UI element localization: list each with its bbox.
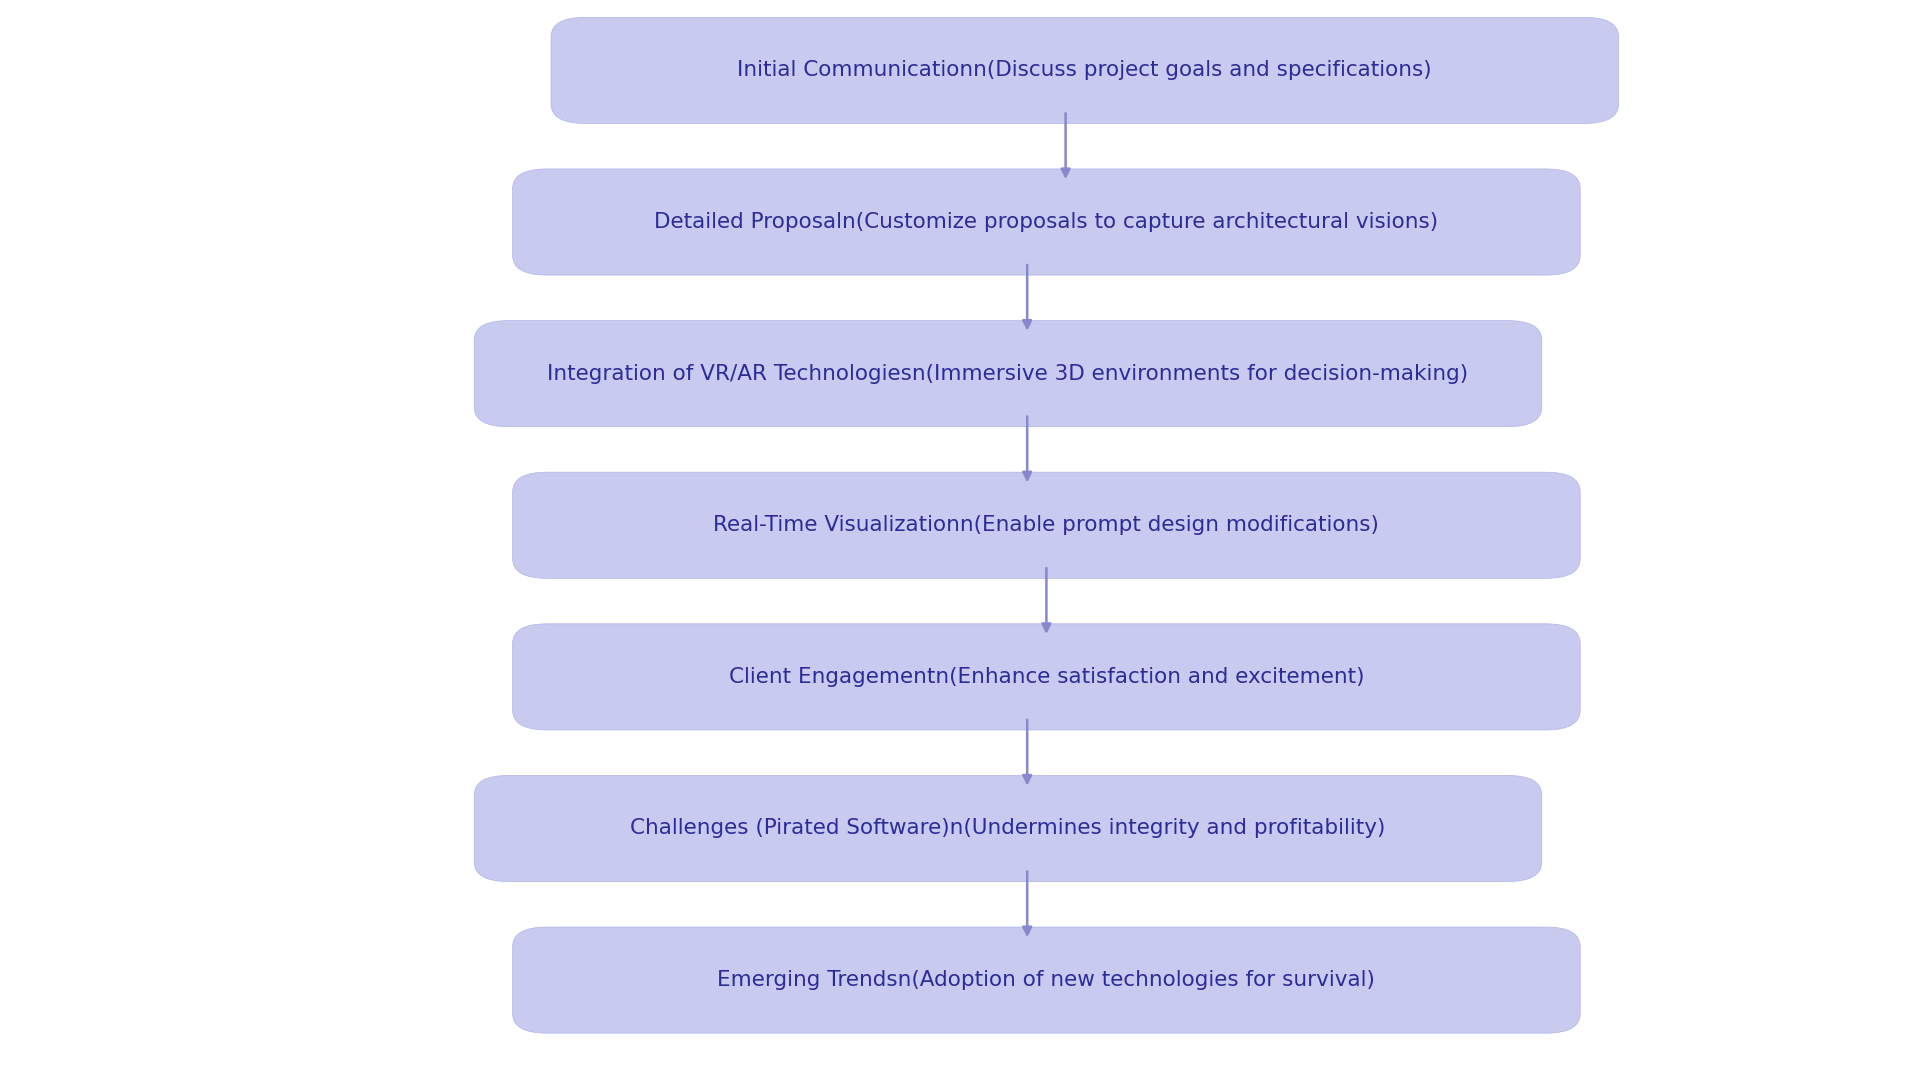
FancyBboxPatch shape xyxy=(474,321,1542,427)
FancyBboxPatch shape xyxy=(513,472,1580,578)
Text: Challenges (Pirated Software)n(Undermines integrity and profitability): Challenges (Pirated Software)n(Undermine… xyxy=(630,819,1386,838)
FancyBboxPatch shape xyxy=(513,169,1580,275)
Text: Client Engagementn(Enhance satisfaction and excitement): Client Engagementn(Enhance satisfaction … xyxy=(730,667,1363,687)
FancyBboxPatch shape xyxy=(474,775,1542,882)
Text: Emerging Trendsn(Adoption of new technologies for survival): Emerging Trendsn(Adoption of new technol… xyxy=(718,970,1375,990)
Text: Integration of VR/AR Technologiesn(Immersive 3D environments for decision-making: Integration of VR/AR Technologiesn(Immer… xyxy=(547,364,1469,383)
FancyBboxPatch shape xyxy=(513,927,1580,1033)
Text: Initial Communicationn(Discuss project goals and specifications): Initial Communicationn(Discuss project g… xyxy=(737,61,1432,80)
FancyBboxPatch shape xyxy=(551,17,1619,123)
Text: Detailed Proposaln(Customize proposals to capture architectural visions): Detailed Proposaln(Customize proposals t… xyxy=(655,212,1438,232)
Text: Real-Time Visualizationn(Enable prompt design modifications): Real-Time Visualizationn(Enable prompt d… xyxy=(714,516,1379,535)
FancyBboxPatch shape xyxy=(513,624,1580,730)
